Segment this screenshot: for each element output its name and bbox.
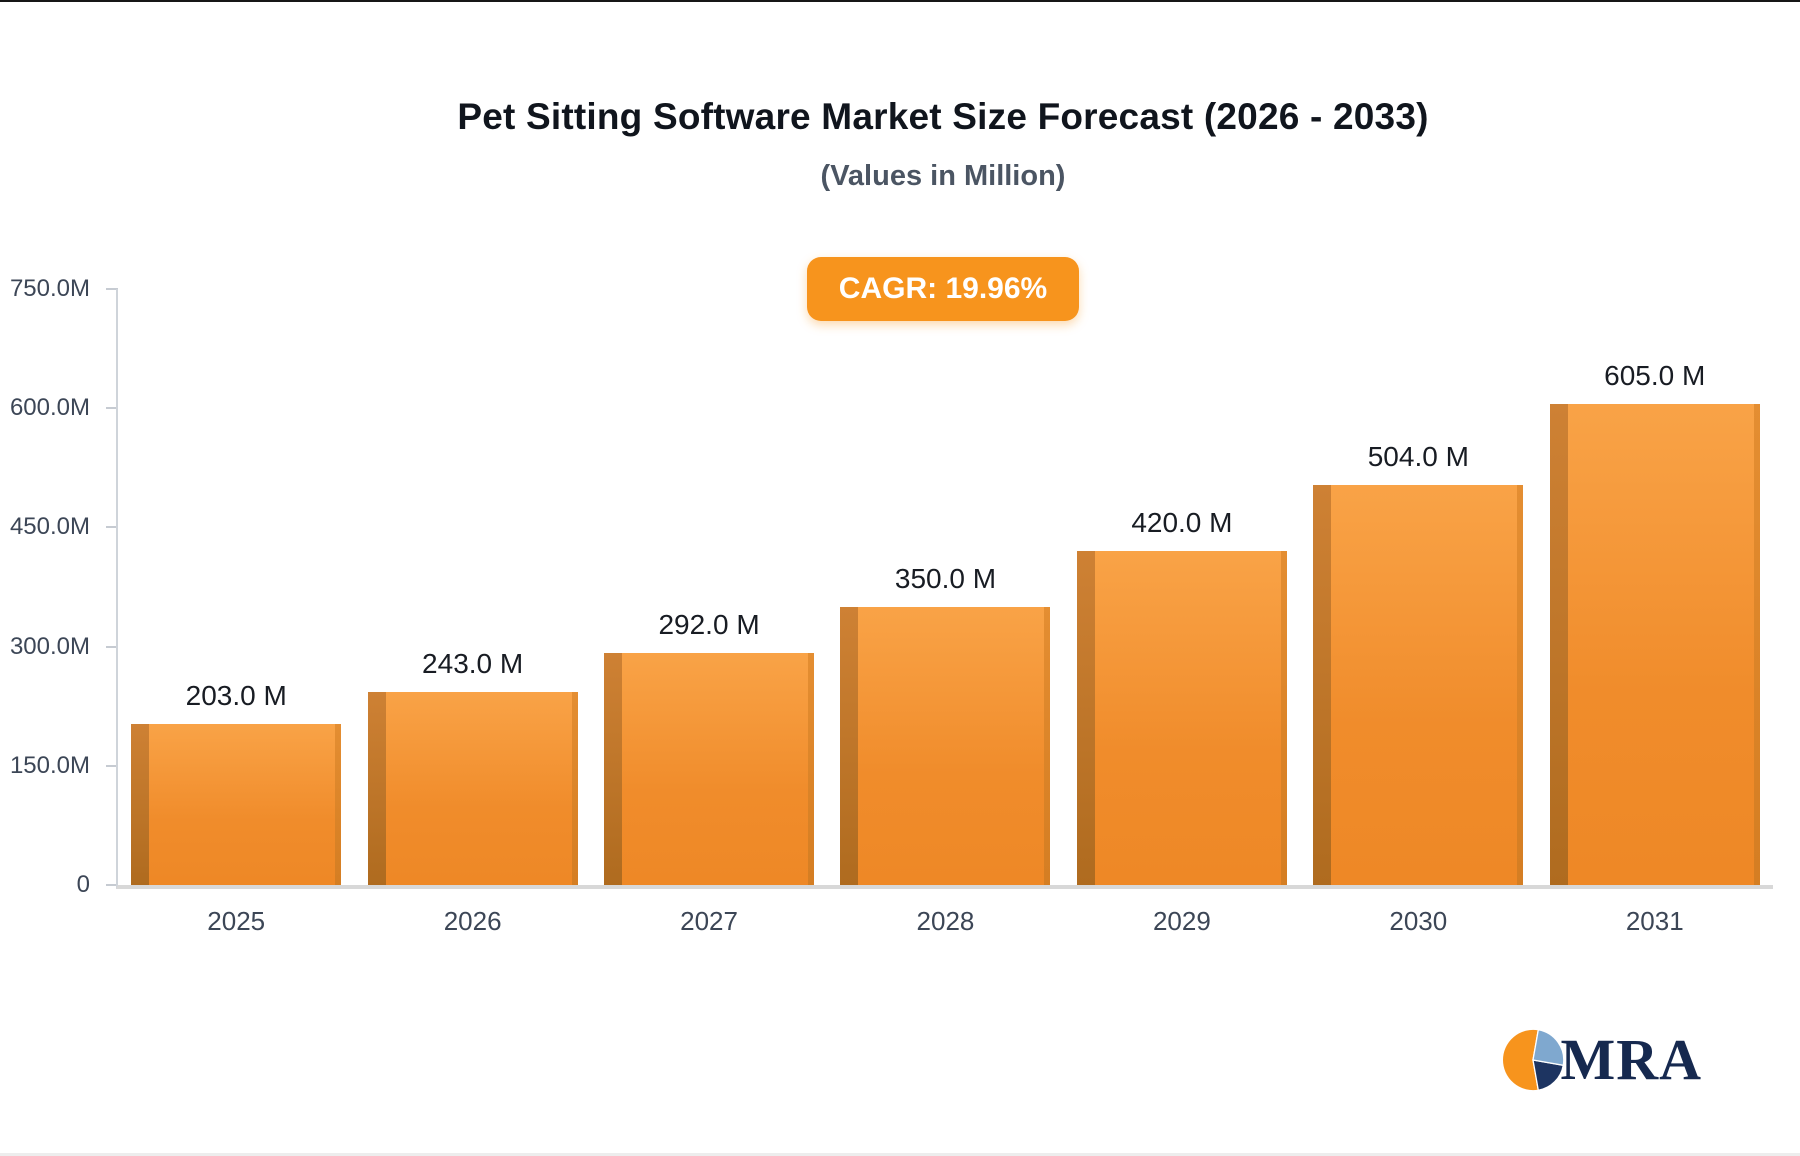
page-title: Pet Sitting Software Market Size Forecas… [457, 96, 1429, 137]
bar-2026[interactable] [367, 691, 578, 886]
cagr-badge: CAGR: 19.96% [806, 257, 1080, 321]
bar-value-label: 420.0 M [1131, 507, 1233, 539]
x-axis-label: 2030 [1389, 906, 1448, 936]
y-axis-tick [106, 764, 118, 767]
bar-group: 243.0 M 2026 [354, 289, 590, 936]
x-axis-label: 2026 [443, 906, 502, 936]
bar-value-label: 292.0 M [658, 608, 760, 640]
y-axis-label: 0 [76, 871, 90, 898]
y-axis-tick [106, 526, 118, 529]
brand-logo: MRA [1501, 1028, 1702, 1092]
bar-2025[interactable] [131, 723, 342, 886]
bar-group: 350.0 M 2028 [827, 289, 1063, 936]
bar-2027[interactable] [604, 652, 815, 886]
y-axis-label: 450.0M [9, 513, 90, 541]
y-axis-tick [106, 884, 118, 886]
x-axis-label: 2027 [680, 906, 738, 936]
y-axis-label: 300.0M [9, 632, 90, 660]
bar-value-label: 605.0 M [1604, 360, 1706, 392]
y-axis: 750.0M 600.0M 450.0M 300.0M 150.0M 0 [0, 275, 118, 898]
y-axis-tick [106, 407, 118, 410]
x-axis-label: 2031 [1625, 906, 1684, 936]
bar-2028[interactable] [840, 606, 1051, 886]
y-axis-label: 750.0M [9, 275, 90, 302]
bar-group: 292.0 M 2027 [591, 289, 827, 936]
bar-value-label: 203.0 M [185, 679, 287, 711]
bar-group: 203.0 M 2025 [118, 289, 354, 936]
bar-value-label: 243.0 M [422, 647, 524, 679]
y-axis-tick [106, 288, 118, 290]
x-axis-label: 2025 [207, 906, 266, 936]
bar-group: 504.0 M 2030 [1300, 289, 1536, 936]
logo-pie-icon [1502, 1028, 1565, 1092]
x-axis-label: 2029 [1152, 906, 1211, 936]
bar-group: 605.0 M 2031 [1537, 289, 1773, 936]
y-axis-label: 150.0M [9, 751, 90, 779]
bar-value-label: 350.0 M [894, 562, 997, 594]
bar-value-label: 504.0 M [1367, 440, 1469, 472]
logo-text: MRA [1560, 1027, 1702, 1092]
chart-subtitle: (Values in Million) [820, 160, 1066, 192]
bar-2029[interactable] [1076, 551, 1287, 885]
chart-header: Pet Sitting Software Market Size Forecas… [116, 96, 1770, 321]
y-axis-label: 600.0M [9, 394, 90, 422]
bar-2030[interactable] [1313, 484, 1524, 885]
plot-area: 203.0 M 2025 243.0 M 2026 292.0 M 2027 350.0 M… [116, 289, 1773, 936]
x-axis-label: 2028 [916, 906, 975, 936]
y-axis-tick [106, 645, 118, 648]
bar-group: 420.0 M 2029 [1064, 289, 1300, 936]
bar-2031[interactable] [1549, 404, 1760, 885]
